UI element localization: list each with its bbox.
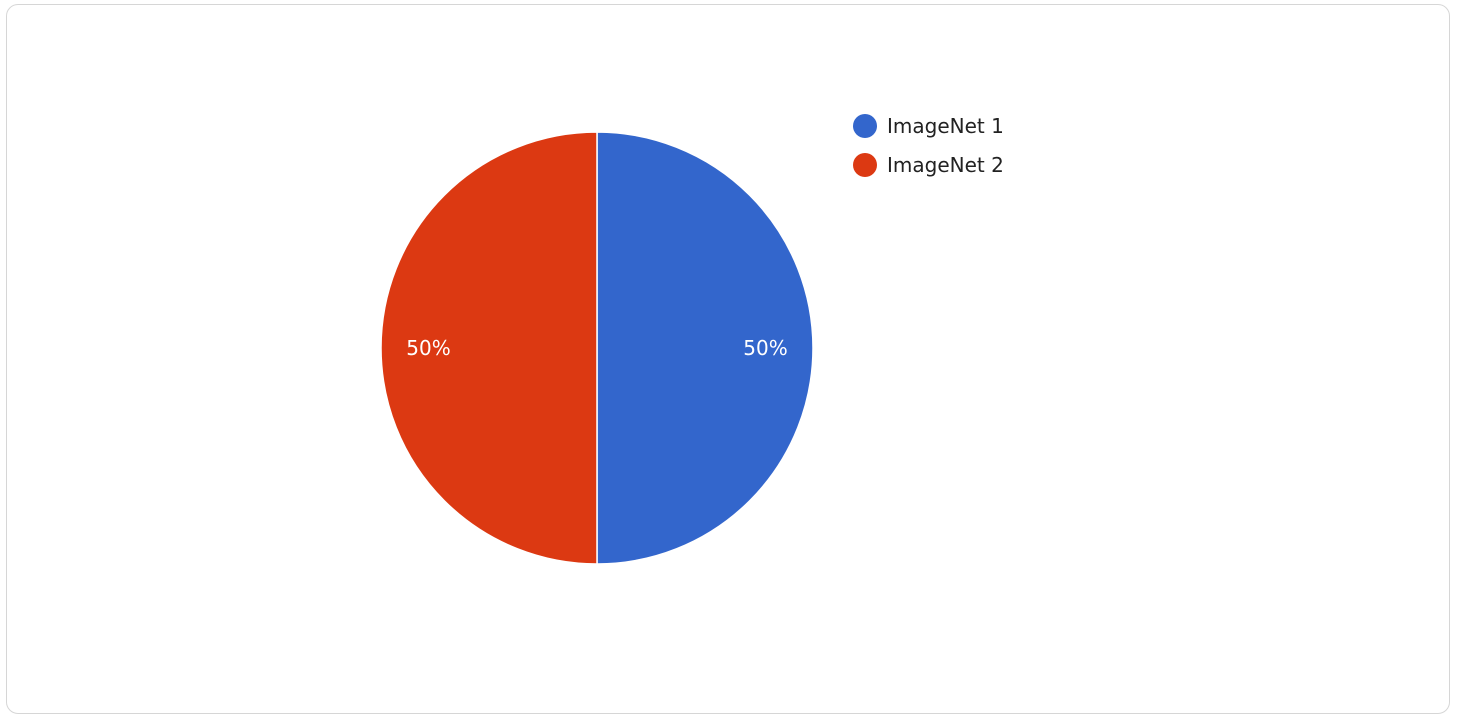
legend-swatch-2 [853,153,877,177]
slice-label-2: 50% [406,336,450,360]
slice-labels: 50% 50% [406,336,787,360]
pie-slice-2[interactable] [380,131,598,565]
pie-slices [380,131,814,565]
pie-chart: 50% 50% ImageNet 1 ImageNet 2 [380,114,1004,565]
legend-label-1[interactable]: ImageNet 1 [887,114,1004,138]
legend: ImageNet 1 ImageNet 2 [853,114,1004,177]
legend-label-2[interactable]: ImageNet 2 [887,153,1004,177]
pie-slice-1[interactable] [596,131,814,565]
legend-swatch-1 [853,114,877,138]
slice-label-1: 50% [743,336,787,360]
